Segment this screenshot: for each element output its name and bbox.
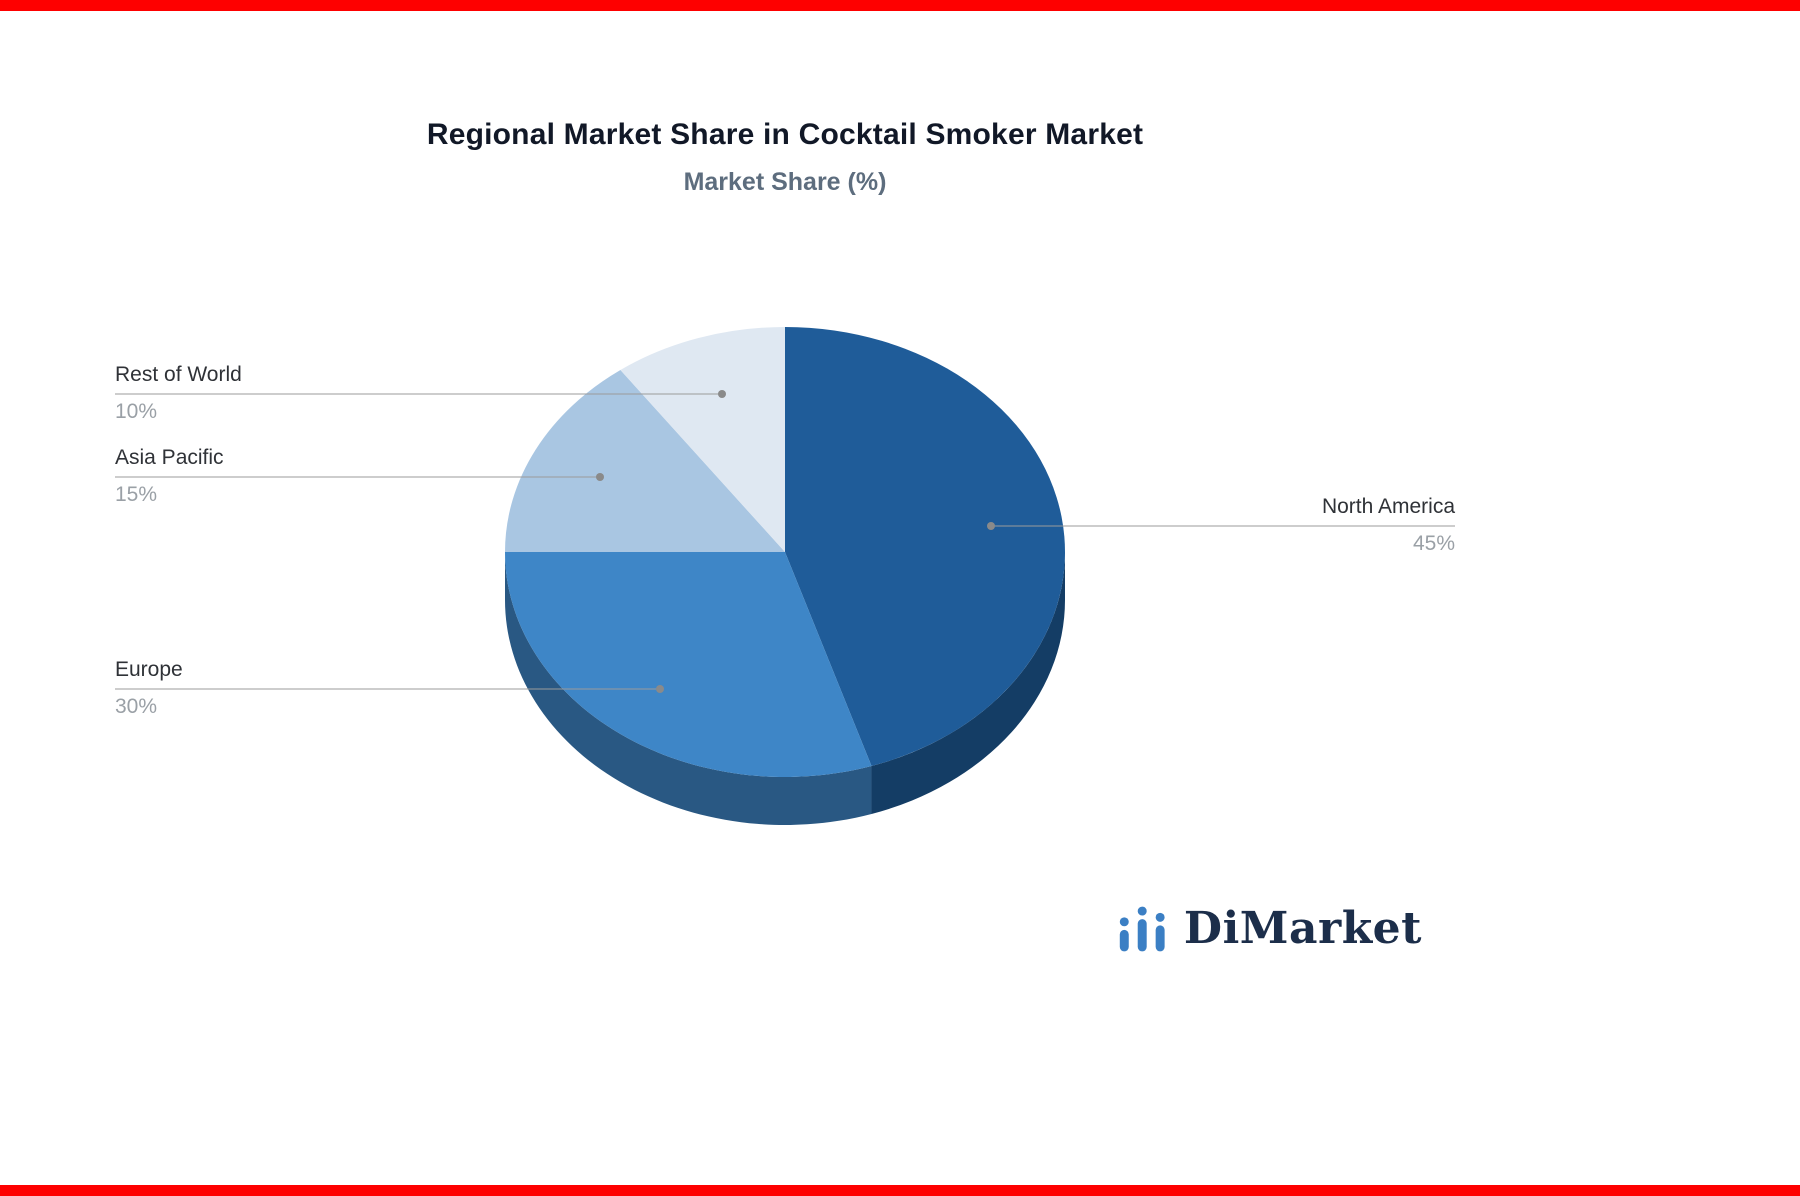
slice-label-north-america: North America 45% (1322, 495, 1455, 556)
leader-dot-asia-pacific (596, 473, 604, 481)
slice-label-text: Asia Pacific (115, 446, 224, 469)
slice-label-asia-pacific: Asia Pacific 15% (115, 446, 224, 507)
dimarket-logo-text: DiMarket (1183, 903, 1422, 954)
slice-label-text: Rest of World (115, 363, 242, 386)
top-border (0, 0, 1800, 11)
pie-slice-north-america (785, 327, 1066, 766)
pie-slice-europe (505, 552, 872, 778)
pie-slice-side-europe (505, 552, 872, 825)
pie-slice-rest-of-world (620, 327, 785, 552)
slice-label-text: North America (1321, 495, 1455, 518)
pie-slice-asia-pacific (505, 369, 785, 552)
chart-title: Regional Market Share in Cocktail Smoker… (426, 118, 1144, 151)
chart-subtitle: Market Share (%) (683, 168, 887, 196)
pie-slice-side-north-america (871, 552, 1065, 814)
bottom-border (0, 1185, 1800, 1196)
slice-value-text: 45% (1412, 532, 1455, 555)
leader-dot-europe (656, 685, 664, 693)
dimarket-logo-icon (1119, 906, 1165, 951)
slice-label-text: Europe (115, 658, 183, 681)
leader-dot-north-america (987, 522, 995, 530)
dimarket-logo: DiMarket (1118, 903, 1422, 954)
slice-value-text: 10% (115, 400, 158, 423)
slice-value-text: 15% (115, 483, 158, 506)
slice-label-europe: Europe 30% (115, 658, 183, 719)
slice-label-rest-of-world: Rest of World 10% (115, 363, 242, 424)
slice-value-text: 30% (115, 695, 158, 718)
leader-dot-rest-of-world (718, 390, 726, 398)
